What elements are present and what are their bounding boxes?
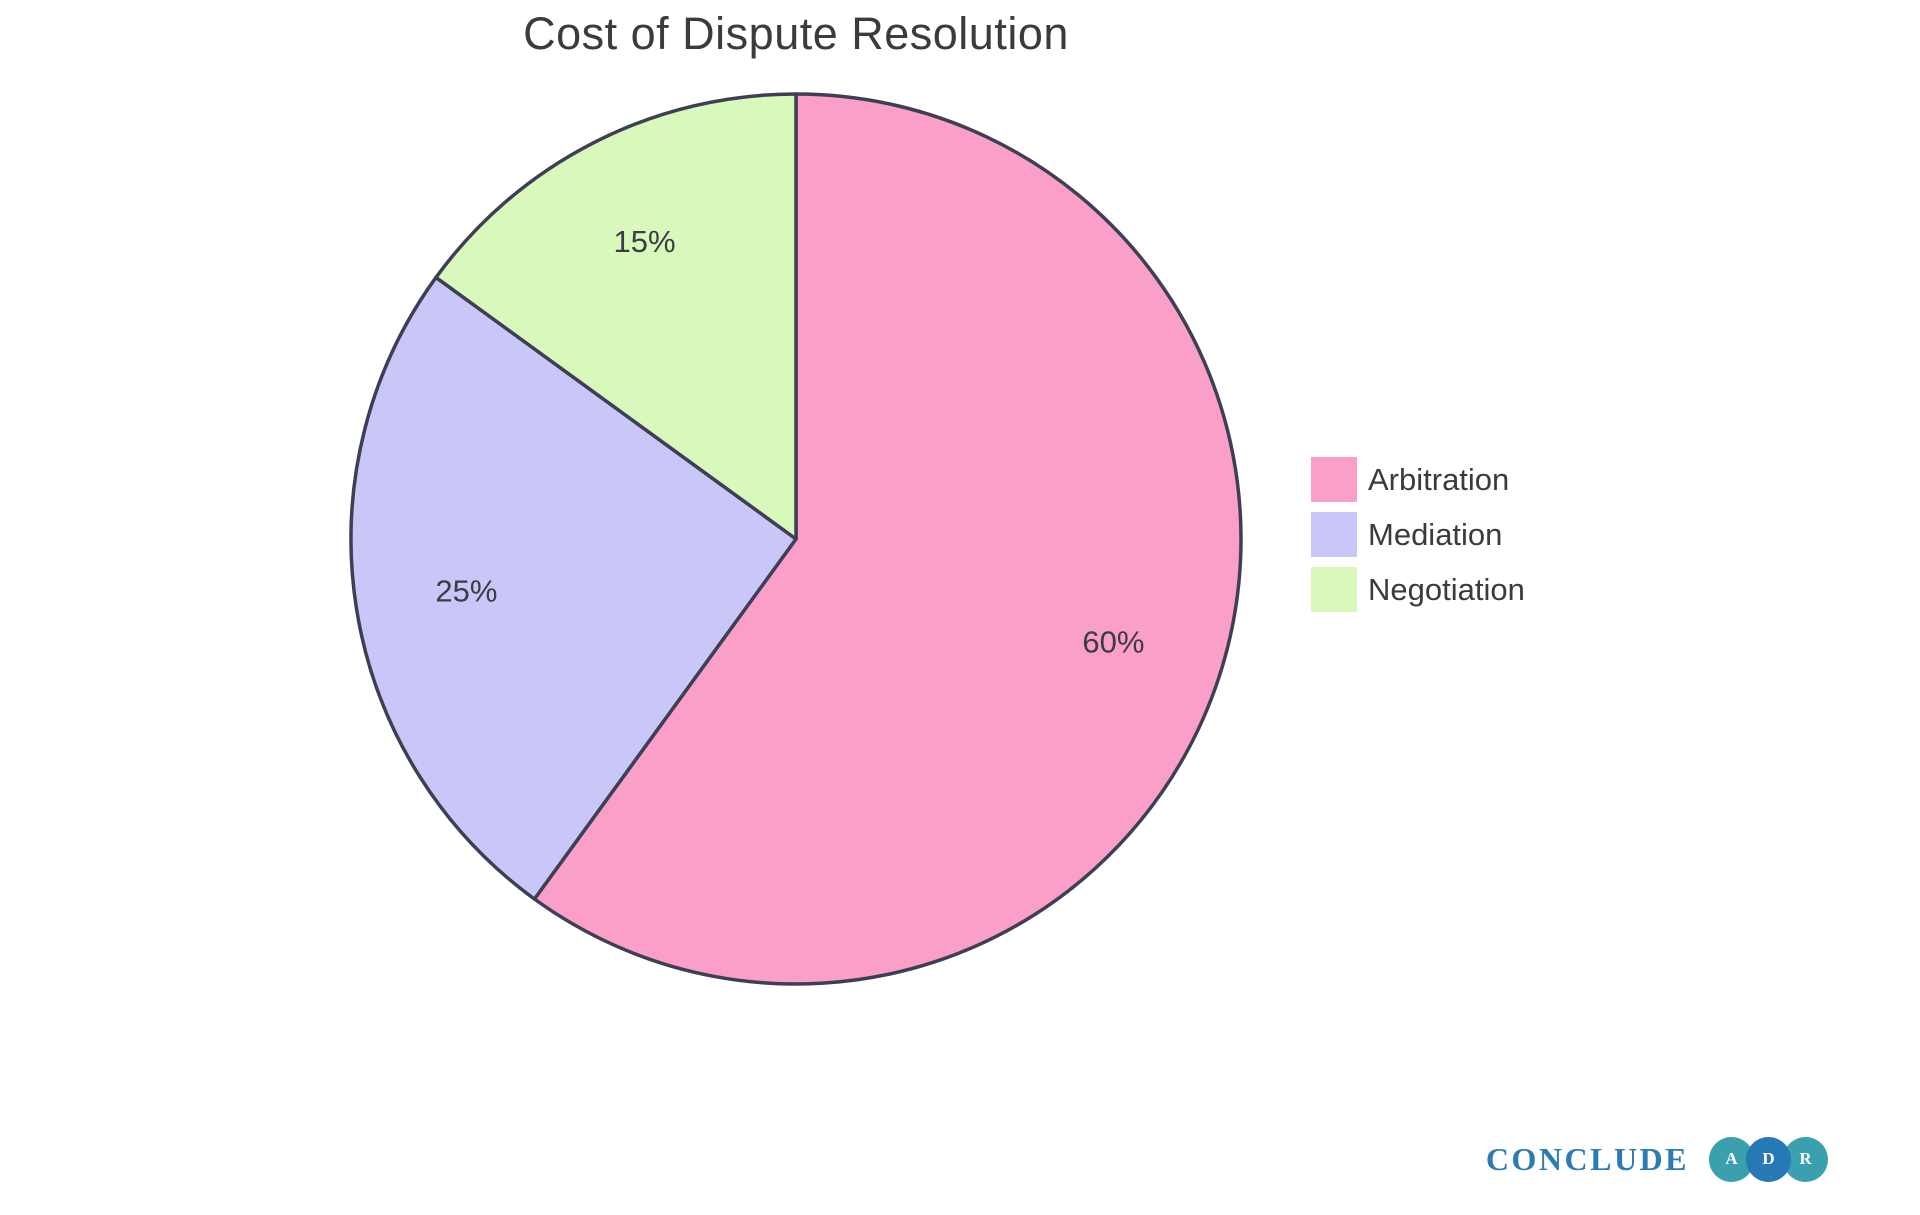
legend-swatch-icon xyxy=(1311,512,1357,557)
legend: Arbitration Mediation Negotiation xyxy=(1311,457,1525,612)
legend-item-mediation[interactable]: Mediation xyxy=(1311,512,1525,557)
brand-circle-d-icon: D xyxy=(1746,1136,1791,1182)
legend-item-arbitration[interactable]: Arbitration xyxy=(1311,457,1525,502)
legend-swatch-icon xyxy=(1311,567,1357,612)
pie-slice-negotiation[interactable] xyxy=(434,92,798,541)
legend-label: Mediation xyxy=(1368,516,1503,552)
slice-label-mediation: 25% xyxy=(435,574,497,609)
pie-slice-arbitration[interactable] xyxy=(532,92,1243,986)
chart-title: Cost of Dispute Resolution xyxy=(523,8,1069,59)
brand-name-text: CONCLUDE xyxy=(1485,1140,1689,1177)
legend-label: Negotiation xyxy=(1368,571,1525,607)
pie-slice-mediation[interactable] xyxy=(349,275,798,901)
legend-label: Arbitration xyxy=(1368,461,1510,497)
legend-item-negotiation[interactable]: Negotiation xyxy=(1311,567,1525,612)
slice-label-arbitration: 60% xyxy=(1082,625,1144,660)
slice-label-negotiation: 15% xyxy=(613,224,675,259)
legend-swatch-icon xyxy=(1311,457,1357,502)
